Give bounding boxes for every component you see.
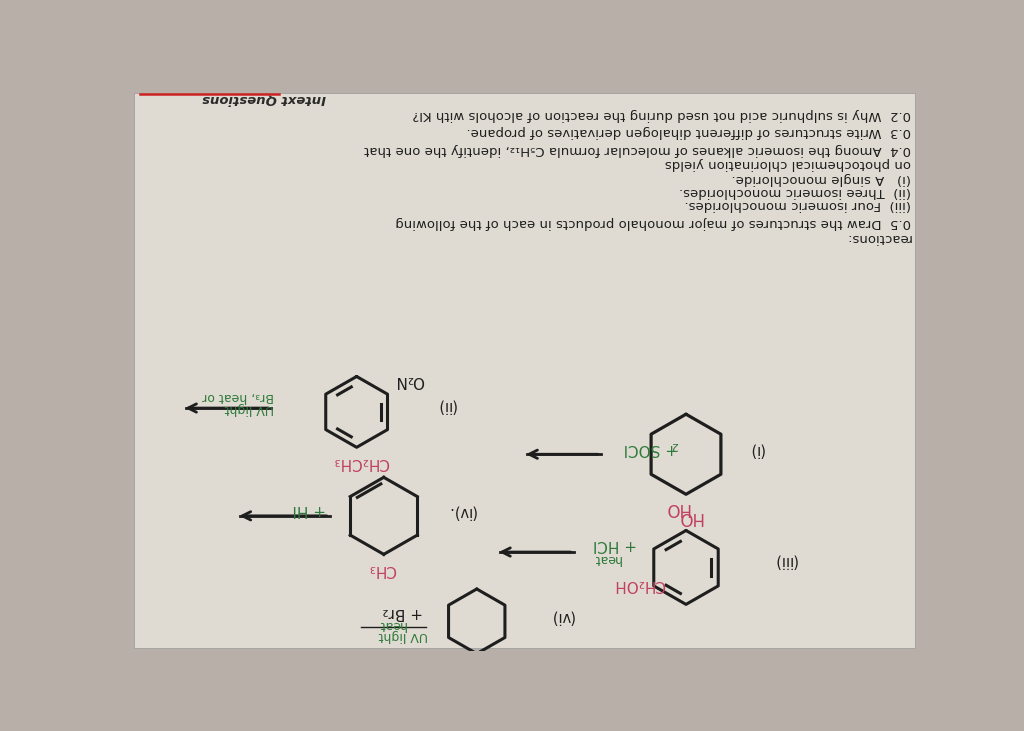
Text: reactions:: reactions: [845, 230, 910, 243]
Text: (iii): (iii) [773, 554, 797, 569]
Text: CH₂CH₃: CH₂CH₃ [333, 455, 389, 470]
Text: + HI: + HI [292, 502, 326, 517]
Text: UV light: UV light [224, 401, 273, 414]
Text: + Br₂: + Br₂ [383, 605, 424, 620]
Text: (i): (i) [748, 443, 764, 458]
Text: HO: HO [677, 507, 702, 526]
Text: 0.5  Draw the structures of major monohalo products in each of the following: 0.5 Draw the structures of major monohal… [395, 216, 910, 229]
Text: UV light: UV light [379, 629, 428, 642]
Text: 0.3  Write structures of different dihalogen derivatives of propane.: 0.3 Write structures of different dihalo… [466, 125, 910, 138]
Text: + SOCl: + SOCl [624, 441, 678, 455]
Text: + HCl: + HCl [593, 537, 637, 552]
Text: 0.2  Why is sulphuric acid not used during the reaction of alcohols with KI?: 0.2 Why is sulphuric acid not used durin… [412, 108, 910, 121]
Text: (vi): (vi) [550, 610, 574, 625]
Text: Br₃, heat or: Br₃, heat or [202, 390, 273, 403]
Text: (iv).: (iv). [446, 504, 476, 520]
Text: (iii)  Four isomeric monochlorides.: (iii) Four isomeric monochlorides. [684, 198, 910, 211]
Text: 0.4  Among the isomeric alkanes of molecular formula C₅H₁₂, identify the one tha: 0.4 Among the isomeric alkanes of molecu… [364, 143, 910, 156]
Text: CH₂OH: CH₂OH [613, 577, 666, 592]
Text: heat: heat [378, 618, 406, 631]
Text: (ii): (ii) [436, 398, 456, 413]
Text: HO: HO [664, 499, 689, 517]
Text: (ii)  Three isomeric monochlorides.: (ii) Three isomeric monochlorides. [679, 185, 910, 198]
Text: heat: heat [593, 552, 622, 564]
Text: CH₃: CH₃ [369, 562, 396, 577]
Text: 2: 2 [672, 440, 678, 450]
Text: O₂N: O₂N [394, 373, 424, 388]
Text: on photochemical chlorination yields: on photochemical chlorination yields [665, 157, 910, 170]
Text: (i)   A single monochloride.: (i) A single monochloride. [731, 172, 910, 185]
Text: Intext Questions: Intext Questions [202, 92, 326, 105]
